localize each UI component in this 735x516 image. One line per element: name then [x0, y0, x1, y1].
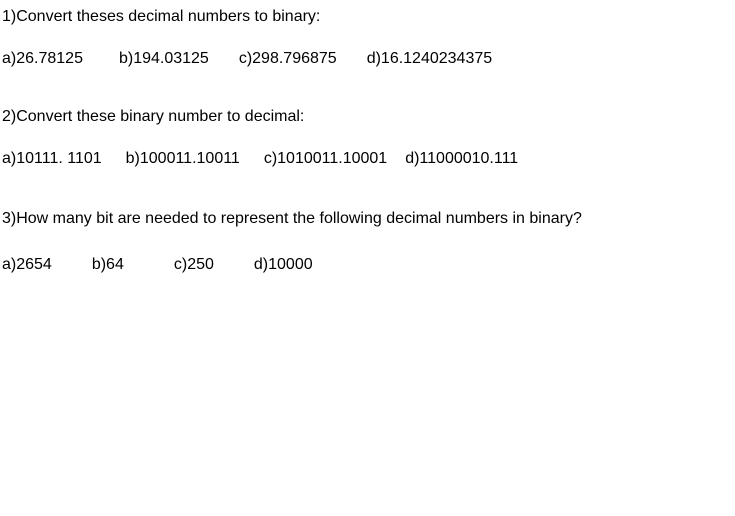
question-2-parts: a)10111. 1101 b)100011.10011 c)1010011.1… — [0, 150, 735, 168]
question-1-part-d: d)16.1240234375 — [367, 50, 492, 68]
question-1: 1)Convert theses decimal numbers to bina… — [0, 8, 735, 68]
question-2-part-c: c)1010011.10001 — [264, 150, 387, 168]
question-1-part-a: a)26.78125 — [2, 50, 83, 68]
question-1-parts: a)26.78125 b)194.03125 c)298.796875 d)16… — [0, 50, 735, 68]
question-3-part-b: b)64 — [92, 256, 124, 274]
question-3: 3)How many bit are needed to represent t… — [0, 208, 735, 274]
question-2-prompt: 2)Convert these binary number to decimal… — [0, 108, 735, 126]
question-3-part-d: d)10000 — [254, 256, 313, 274]
question-3-part-a: a)2654 — [2, 256, 52, 274]
question-2-part-a: a)10111. 1101 — [2, 150, 102, 168]
question-3-prompt: 3)How many bit are needed to represent t… — [0, 208, 735, 230]
question-2-part-d: d)11000010.111 — [405, 150, 518, 168]
question-2-part-b: b)100011.10011 — [126, 150, 240, 168]
question-1-part-c: c)298.796875 — [239, 50, 337, 68]
question-3-part-c: c)250 — [174, 256, 214, 274]
question-2: 2)Convert these binary number to decimal… — [0, 108, 735, 168]
question-1-prompt: 1)Convert theses decimal numbers to bina… — [0, 8, 735, 26]
question-3-parts: a)2654 b)64 c)250 d)10000 — [0, 256, 735, 274]
question-1-part-b: b)194.03125 — [119, 50, 209, 68]
